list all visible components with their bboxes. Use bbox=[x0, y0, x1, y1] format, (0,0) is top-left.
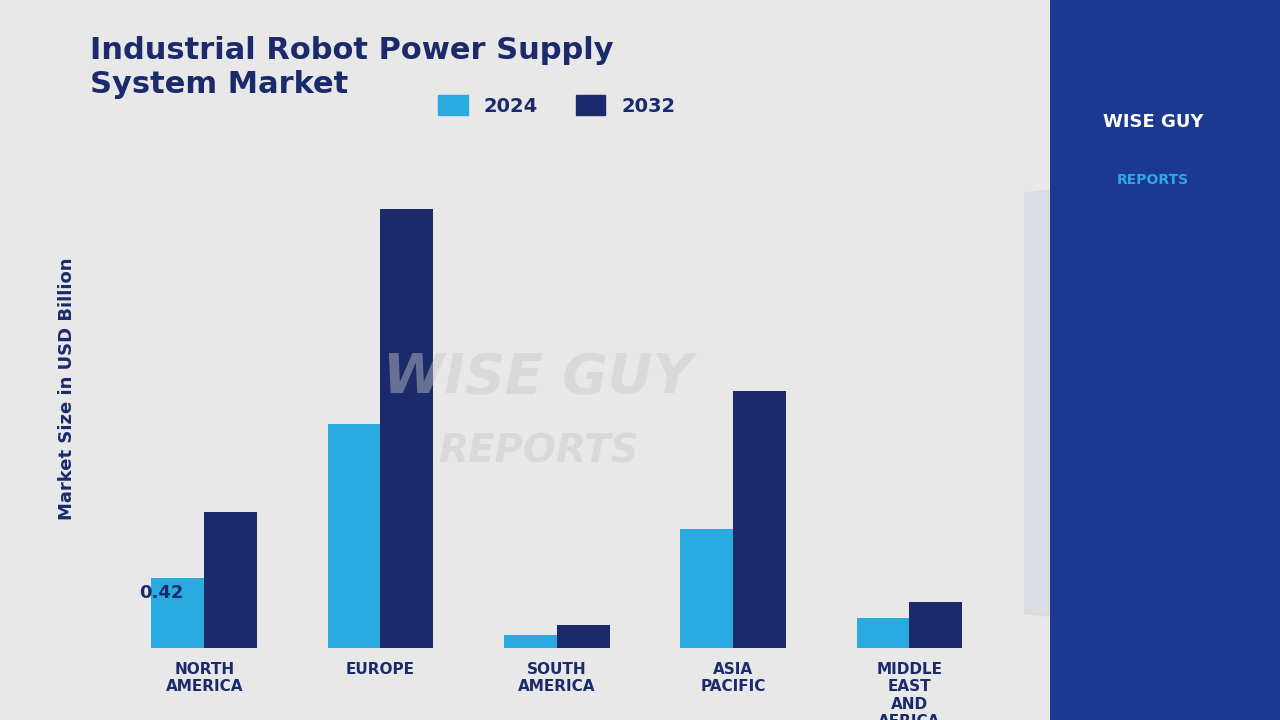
Bar bbox=[380, 209, 434, 648]
Text: REPORTS: REPORTS bbox=[438, 432, 639, 470]
Bar bbox=[733, 391, 786, 648]
Bar bbox=[504, 635, 557, 648]
Text: Industrial Robot Power Supply
System Market: Industrial Robot Power Supply System Mar… bbox=[90, 36, 613, 99]
Bar bbox=[909, 602, 963, 648]
Bar bbox=[328, 424, 380, 648]
Bar bbox=[680, 528, 733, 648]
Y-axis label: Market Size in USD Billion: Market Size in USD Billion bbox=[58, 258, 76, 520]
Bar bbox=[557, 625, 609, 648]
Bar bbox=[856, 618, 909, 648]
Text: WISE GUY: WISE GUY bbox=[1103, 113, 1203, 131]
Text: 0.42: 0.42 bbox=[140, 584, 183, 602]
Bar bbox=[151, 578, 205, 648]
Text: REPORTS: REPORTS bbox=[1117, 173, 1189, 187]
Bar bbox=[205, 512, 257, 648]
Legend: 2024, 2032: 2024, 2032 bbox=[430, 88, 684, 124]
Text: WISE GUY: WISE GUY bbox=[383, 351, 692, 405]
